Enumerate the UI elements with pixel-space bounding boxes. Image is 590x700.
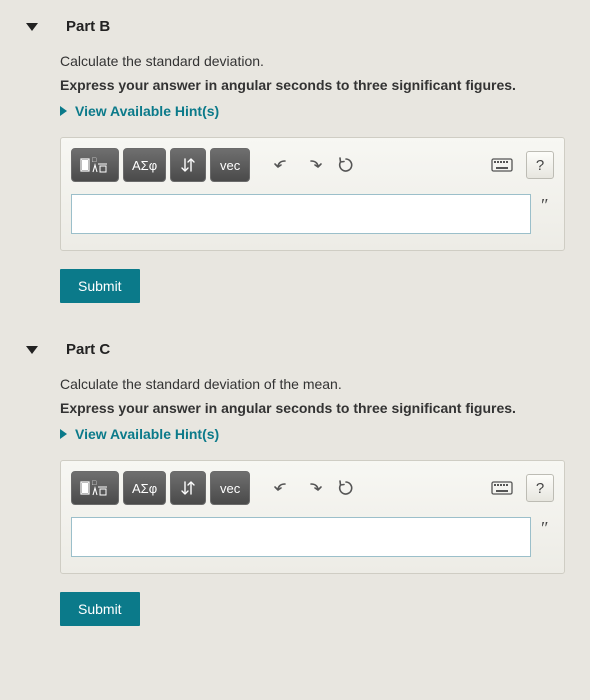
reset-button[interactable] [332, 474, 360, 502]
hints-label: View Available Hint(s) [75, 426, 219, 442]
part-c-content: Calculate the standard deviation of the … [0, 376, 590, 626]
vec-label: vec [220, 158, 240, 173]
view-hints-button[interactable]: View Available Hint(s) [60, 426, 570, 442]
help-label: ? [536, 480, 544, 497]
part-b-section: Part B Calculate the standard deviation.… [0, 10, 590, 303]
vector-button[interactable]: vec [210, 148, 250, 182]
format-instruction: Express your answer in angular seconds t… [60, 77, 570, 93]
equation-toolbar: □ ΑΣφ vec [71, 471, 554, 505]
page-container: Part B Calculate the standard deviation.… [0, 0, 590, 626]
caret-right-icon [60, 429, 67, 439]
keyboard-button[interactable] [488, 474, 516, 502]
vector-button[interactable]: vec [210, 471, 250, 505]
view-hints-button[interactable]: View Available Hint(s) [60, 103, 570, 119]
template-button[interactable]: □ [71, 471, 119, 505]
svg-text:□: □ [92, 480, 97, 487]
part-c-header[interactable]: Part C [0, 333, 590, 376]
part-b-title: Part B [66, 18, 110, 35]
caret-down-icon [26, 23, 38, 31]
subscript-superscript-button[interactable] [170, 148, 206, 182]
answer-panel: □ ΑΣφ vec [60, 137, 565, 251]
redo-button[interactable] [300, 474, 328, 502]
greek-symbols-button[interactable]: ΑΣφ [123, 471, 166, 505]
equation-toolbar: □ ΑΣφ vec [71, 148, 554, 182]
instruction-text: Calculate the standard deviation. [60, 53, 570, 69]
undo-button[interactable] [268, 474, 296, 502]
caret-down-icon [26, 346, 38, 354]
instruction-text: Calculate the standard deviation of the … [60, 376, 570, 392]
svg-text:□: □ [92, 157, 97, 164]
help-button[interactable]: ? [526, 151, 554, 179]
answer-input[interactable] [71, 517, 531, 557]
redo-button[interactable] [300, 151, 328, 179]
unit-suffix: ″ [541, 517, 549, 537]
greek-symbols-button[interactable]: ΑΣφ [123, 148, 166, 182]
part-b-header[interactable]: Part B [0, 10, 590, 53]
unit-suffix: ″ [541, 194, 549, 214]
part-c-section: Part C Calculate the standard deviation … [0, 333, 590, 626]
help-button[interactable]: ? [526, 474, 554, 502]
part-c-title: Part C [66, 341, 110, 358]
answer-input[interactable] [71, 194, 531, 234]
undo-button[interactable] [268, 151, 296, 179]
answer-panel: □ ΑΣφ vec [60, 460, 565, 574]
part-b-content: Calculate the standard deviation. Expres… [0, 53, 590, 303]
submit-button[interactable]: Submit [60, 592, 140, 626]
keyboard-button[interactable] [488, 151, 516, 179]
reset-button[interactable] [332, 151, 360, 179]
format-instruction: Express your answer in angular seconds t… [60, 400, 570, 416]
answer-row: ″ [71, 194, 554, 234]
template-button[interactable]: □ [71, 148, 119, 182]
greek-label: ΑΣφ [132, 158, 157, 173]
help-label: ? [536, 157, 544, 174]
greek-label: ΑΣφ [132, 481, 157, 496]
subscript-superscript-button[interactable] [170, 471, 206, 505]
hints-label: View Available Hint(s) [75, 103, 219, 119]
caret-right-icon [60, 106, 67, 116]
answer-row: ″ [71, 517, 554, 557]
vec-label: vec [220, 481, 240, 496]
submit-button[interactable]: Submit [60, 269, 140, 303]
